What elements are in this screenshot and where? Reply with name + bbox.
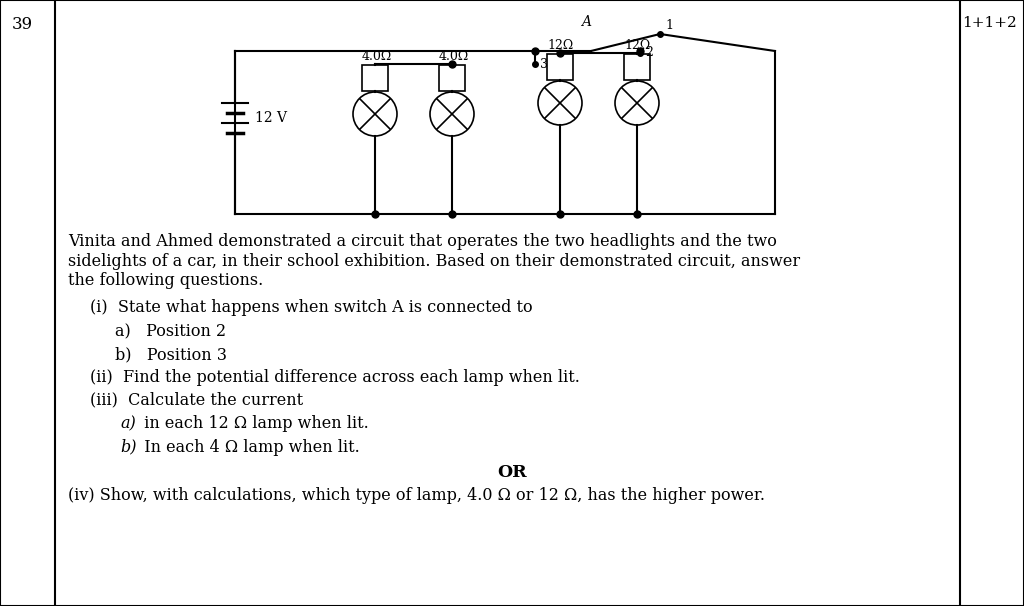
Text: b)   Position 3: b) Position 3 xyxy=(115,347,227,364)
Text: 39: 39 xyxy=(12,16,33,33)
Text: 3: 3 xyxy=(540,58,548,70)
Text: 1: 1 xyxy=(665,19,673,32)
Text: sidelights of a car, in their school exhibition. Based on their demonstrated cir: sidelights of a car, in their school exh… xyxy=(68,253,800,270)
Text: (iii)  Calculate the current: (iii) Calculate the current xyxy=(90,391,303,408)
Circle shape xyxy=(615,81,659,125)
Circle shape xyxy=(353,92,397,136)
Text: in each 12 Ω lamp when lit.: in each 12 Ω lamp when lit. xyxy=(134,415,369,432)
Text: A: A xyxy=(581,15,591,29)
Text: 12Ω: 12Ω xyxy=(547,39,573,52)
Bar xyxy=(624,54,650,80)
Text: a)   Position 2: a) Position 2 xyxy=(115,323,226,340)
Text: In each 4 Ω lamp when lit.: In each 4 Ω lamp when lit. xyxy=(134,439,359,456)
Bar xyxy=(547,54,573,80)
Bar xyxy=(439,65,465,91)
Text: the following questions.: the following questions. xyxy=(68,272,263,289)
Circle shape xyxy=(430,92,474,136)
Text: b): b) xyxy=(120,439,136,456)
Text: 2: 2 xyxy=(645,47,653,59)
Text: OR: OR xyxy=(498,464,526,481)
Text: (i)  State what happens when switch A is connected to: (i) State what happens when switch A is … xyxy=(90,299,532,316)
Text: 12 V: 12 V xyxy=(255,110,287,124)
Text: a): a) xyxy=(120,415,136,432)
Circle shape xyxy=(538,81,582,125)
Text: 12Ω: 12Ω xyxy=(624,39,650,52)
Text: 4.0Ω: 4.0Ω xyxy=(439,50,469,63)
Text: (ii)  Find the potential difference across each lamp when lit.: (ii) Find the potential difference acros… xyxy=(90,369,580,386)
Text: Vinita and Ahmed demonstrated a circuit that operates the two headlights and the: Vinita and Ahmed demonstrated a circuit … xyxy=(68,233,777,250)
Bar xyxy=(362,65,388,91)
Text: (iv) Show, with calculations, which type of lamp, 4.0 Ω or 12 Ω, has the higher : (iv) Show, with calculations, which type… xyxy=(68,487,765,505)
Text: 4.0Ω: 4.0Ω xyxy=(362,50,392,63)
Text: 1+1+2: 1+1+2 xyxy=(963,16,1018,30)
